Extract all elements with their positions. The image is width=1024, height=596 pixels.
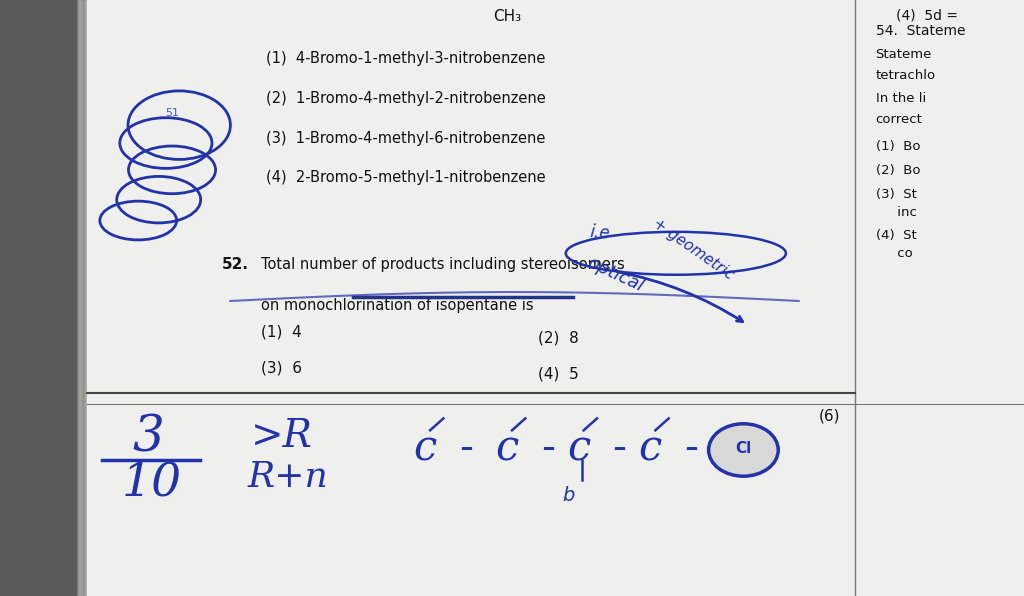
- Text: optical: optical: [584, 253, 646, 295]
- Text: c: c: [414, 427, 436, 469]
- Text: -: -: [684, 429, 698, 467]
- Text: -: -: [541, 429, 555, 467]
- Text: i.e: i.e: [589, 224, 610, 243]
- Text: 51: 51: [165, 108, 179, 118]
- Text: (2)  8: (2) 8: [538, 331, 579, 346]
- Bar: [77, 0, 83, 596]
- Text: Cl: Cl: [735, 440, 752, 456]
- Bar: [157, 0, 163, 596]
- Text: (2)  Bo: (2) Bo: [876, 164, 920, 177]
- Bar: [187, 0, 194, 596]
- Text: (4)  St: (4) St: [876, 229, 916, 243]
- Text: + geometric: + geometric: [650, 216, 736, 283]
- Text: on monochlorination of isopentane is: on monochlorination of isopentane is: [261, 298, 534, 313]
- Bar: [120, 0, 126, 596]
- Text: R+n: R+n: [248, 460, 329, 494]
- Text: (1)  4: (1) 4: [261, 325, 302, 340]
- Bar: [175, 0, 181, 596]
- Text: (6): (6): [819, 408, 840, 423]
- Text: 52.: 52.: [222, 257, 249, 272]
- Text: In the li: In the li: [876, 92, 926, 105]
- Text: (1)  Bo: (1) Bo: [876, 140, 920, 153]
- Text: (3)  St: (3) St: [876, 188, 916, 201]
- Bar: [83, 0, 89, 596]
- Text: b: b: [562, 486, 574, 505]
- Bar: [151, 0, 157, 596]
- Text: 10: 10: [122, 460, 181, 505]
- Bar: [163, 0, 169, 596]
- Text: c: c: [639, 427, 662, 469]
- Bar: [132, 0, 138, 596]
- Bar: [144, 0, 151, 596]
- Text: -: -: [459, 429, 473, 467]
- Bar: [108, 0, 114, 596]
- Text: c: c: [496, 427, 518, 469]
- Bar: [0, 0, 77, 596]
- Text: Total number of products including stereoisomers: Total number of products including stere…: [261, 257, 625, 272]
- Text: (4)  2-Bromo-5-methyl-1-nitrobenzene: (4) 2-Bromo-5-methyl-1-nitrobenzene: [266, 170, 546, 185]
- Text: inc: inc: [876, 206, 916, 219]
- Text: CH₃: CH₃: [493, 9, 521, 24]
- Bar: [114, 0, 120, 596]
- Text: (3)  1-Bromo-4-methyl-6-nitrobenzene: (3) 1-Bromo-4-methyl-6-nitrobenzene: [266, 131, 546, 145]
- Text: (4)  5: (4) 5: [538, 367, 579, 381]
- Text: (4)  5d =: (4) 5d =: [896, 9, 958, 23]
- Text: correct: correct: [876, 113, 923, 126]
- Text: (2)  1-Bromo-4-methyl-2-nitrobenzene: (2) 1-Bromo-4-methyl-2-nitrobenzene: [266, 91, 546, 105]
- Bar: [126, 0, 132, 596]
- Text: Stateme: Stateme: [876, 48, 932, 61]
- Bar: [89, 0, 95, 596]
- Text: >R: >R: [251, 418, 312, 455]
- Bar: [138, 0, 144, 596]
- Text: -: -: [612, 429, 627, 467]
- Bar: [194, 0, 200, 596]
- Text: tetrachlo: tetrachlo: [876, 69, 936, 82]
- Bar: [95, 0, 101, 596]
- Ellipse shape: [709, 424, 778, 476]
- Bar: [181, 0, 187, 596]
- Text: 54.  Stateme: 54. Stateme: [876, 24, 965, 38]
- Text: (1)  4-Bromo-1-methyl-3-nitrobenzene: (1) 4-Bromo-1-methyl-3-nitrobenzene: [266, 51, 546, 66]
- Text: c: c: [567, 427, 590, 469]
- Text: 3: 3: [132, 414, 165, 462]
- Text: co: co: [876, 247, 912, 260]
- Text: (3)  6: (3) 6: [261, 361, 302, 375]
- Bar: [169, 0, 175, 596]
- Bar: [101, 0, 108, 596]
